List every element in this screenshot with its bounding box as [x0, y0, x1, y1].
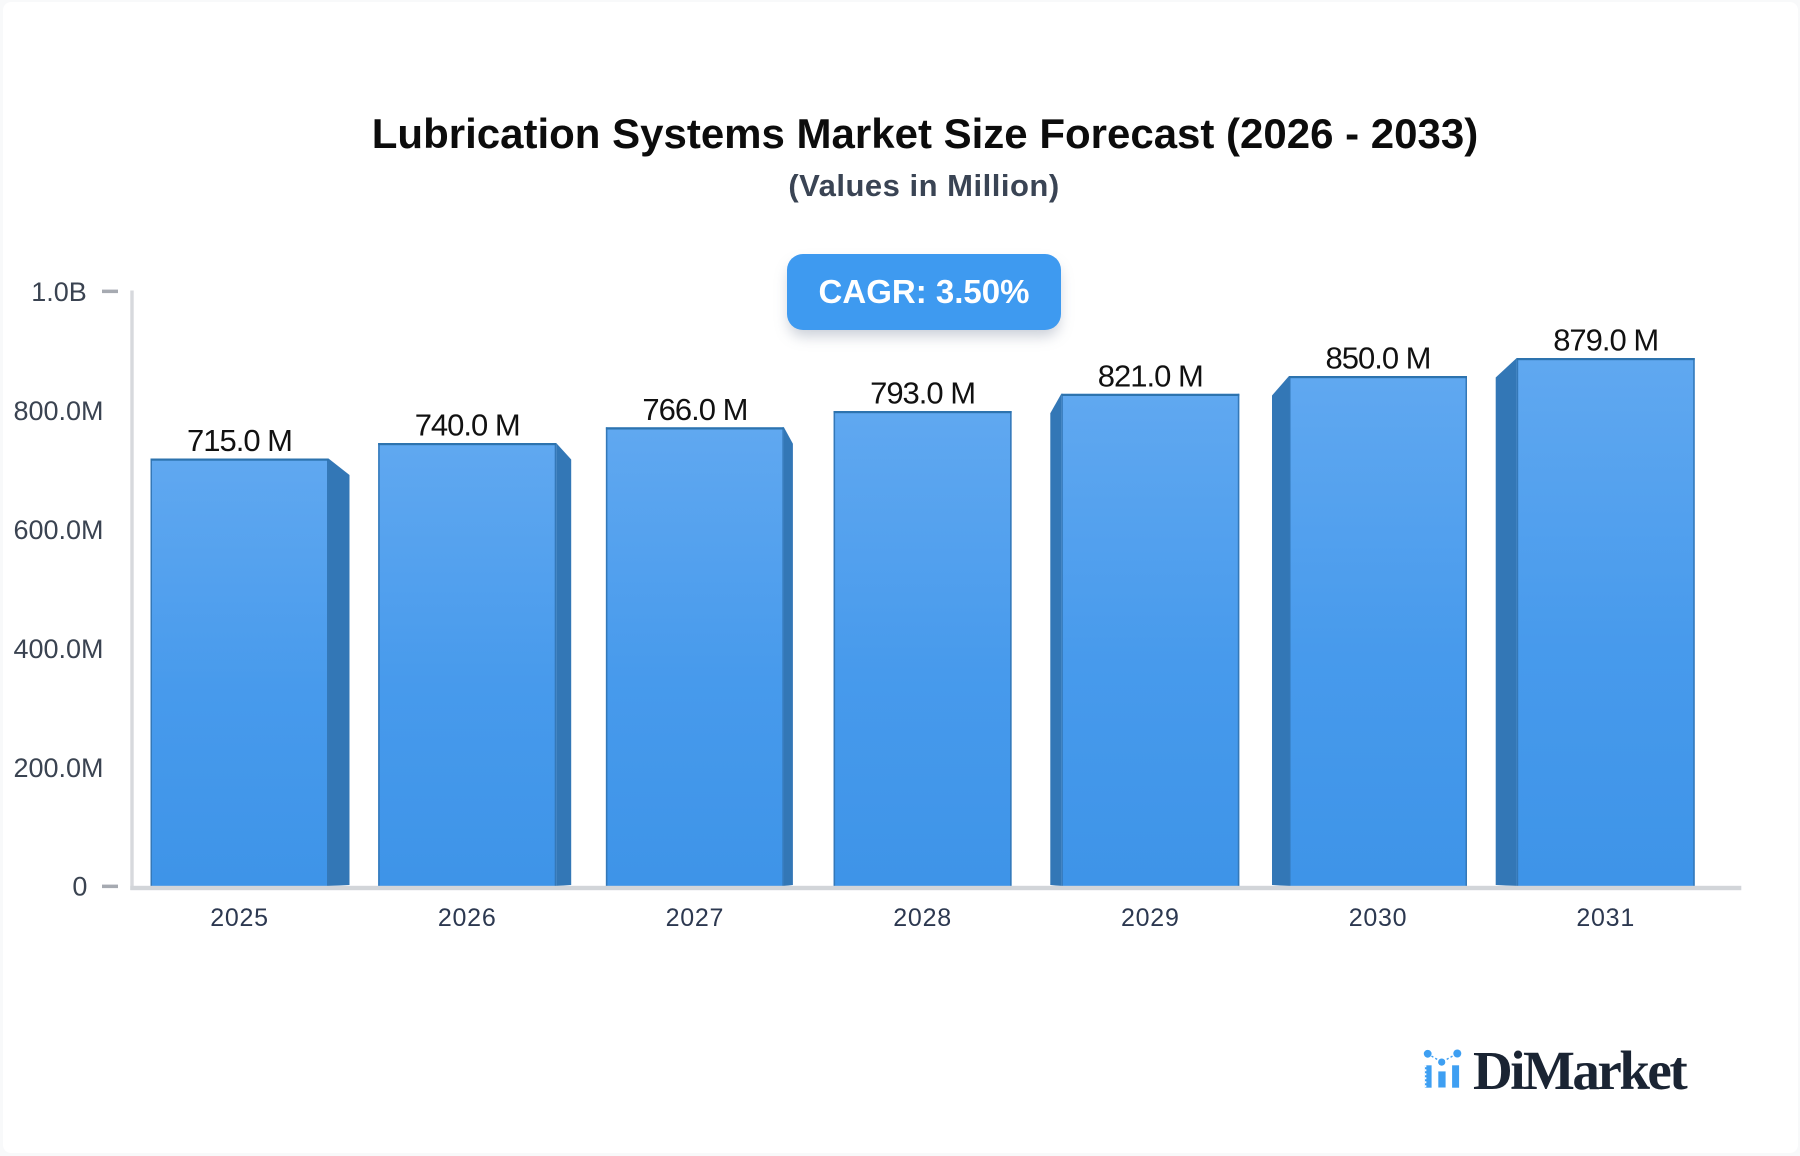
svg-text:800.0M: 800.0M — [13, 396, 103, 426]
svg-text:2031: 2031 — [1576, 904, 1635, 932]
svg-text:400.0M: 400.0M — [13, 634, 103, 664]
svg-text:200.0M: 200.0M — [13, 753, 103, 783]
svg-text:2028: 2028 — [893, 904, 952, 932]
svg-text:766.0 M: 766.0 M — [642, 392, 747, 427]
svg-text:1.0B: 1.0B — [31, 277, 87, 307]
svg-text:0: 0 — [72, 872, 87, 902]
svg-text:793.0 M: 793.0 M — [870, 376, 975, 411]
svg-text:2029: 2029 — [1121, 904, 1180, 932]
svg-text:2026: 2026 — [438, 904, 497, 932]
svg-text:600.0M: 600.0M — [13, 515, 103, 545]
svg-text:2025: 2025 — [210, 904, 269, 932]
svg-text:879.0 M: 879.0 M — [1553, 323, 1658, 358]
svg-text:850.0 M: 850.0 M — [1325, 341, 1430, 376]
svg-text:2030: 2030 — [1349, 904, 1408, 932]
svg-text:821.0 M: 821.0 M — [1098, 358, 1203, 393]
svg-text:2027: 2027 — [666, 904, 725, 932]
svg-text:740.0 M: 740.0 M — [415, 408, 520, 443]
svg-text:715.0 M: 715.0 M — [187, 423, 292, 458]
